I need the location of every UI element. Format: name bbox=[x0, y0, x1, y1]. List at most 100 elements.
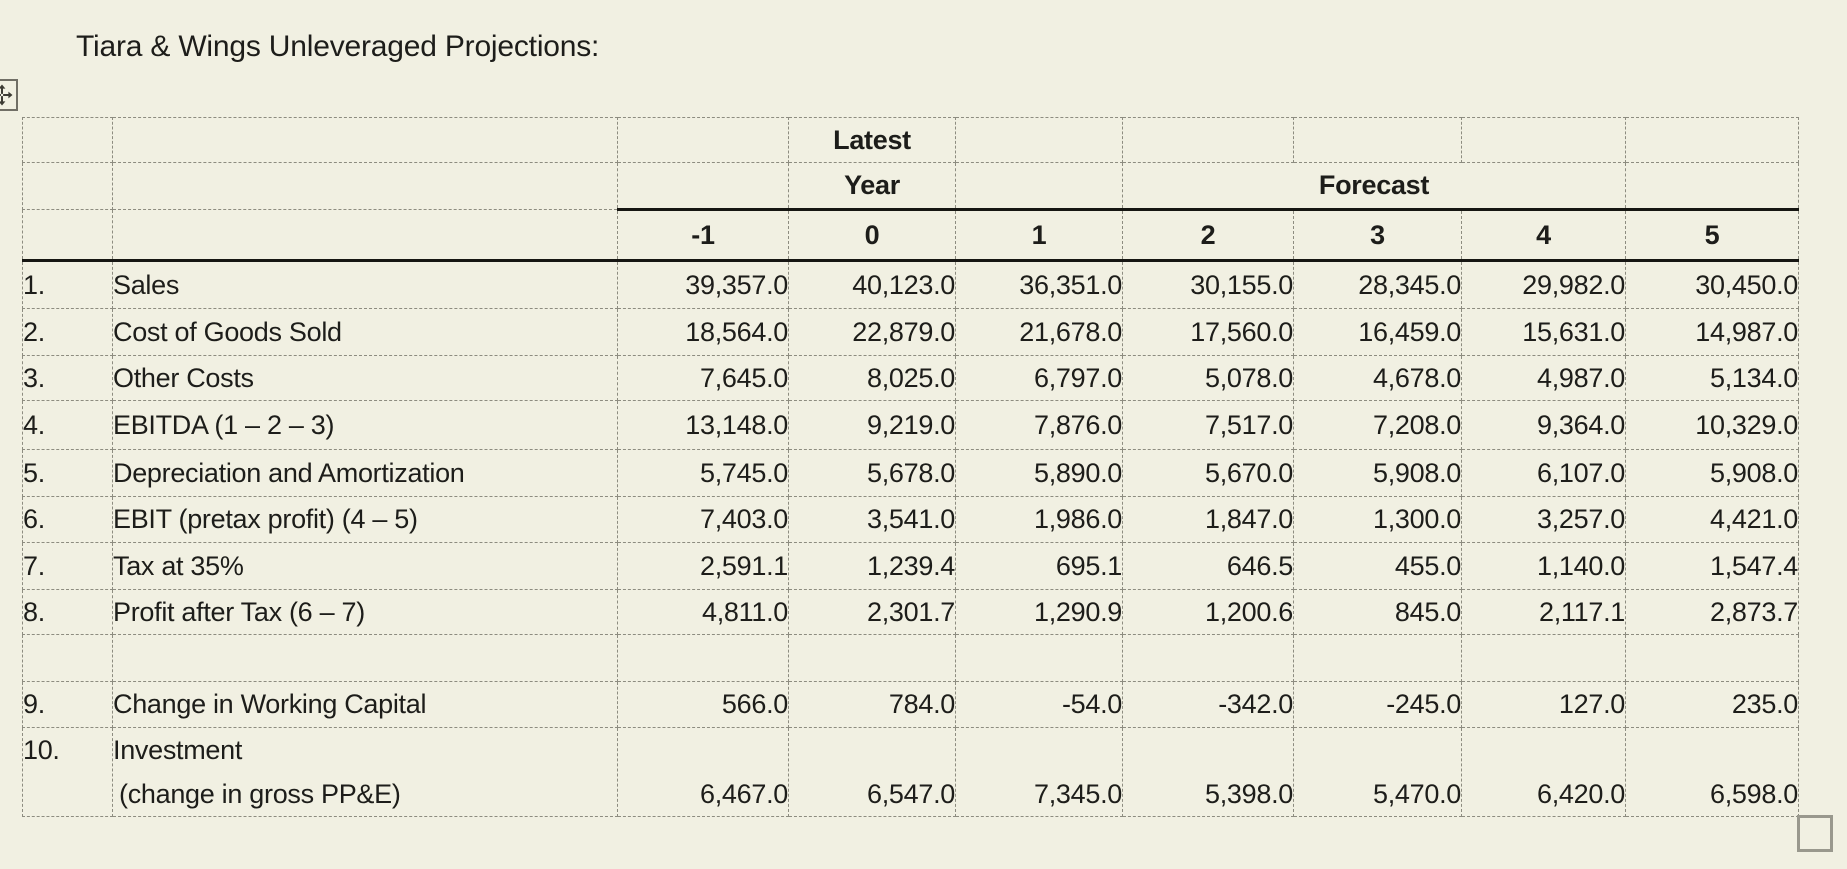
value-cell: 5,908.0 bbox=[1625, 449, 1799, 497]
value-cell: 1,300.0 bbox=[1293, 496, 1462, 543]
value-cell: 5,470.0 bbox=[1293, 727, 1462, 817]
move-icon bbox=[0, 84, 13, 106]
value-cell: 7,208.0 bbox=[1293, 400, 1462, 450]
row-number: 4. bbox=[22, 400, 113, 450]
empty-cell bbox=[617, 162, 789, 211]
value-cell: 5,078.0 bbox=[1122, 355, 1294, 401]
table-row-tax: 7. Tax at 35% 2,591.1 1,239.4 695.1 646.… bbox=[22, 542, 1799, 590]
value-cell: 5,398.0 bbox=[1122, 727, 1294, 817]
empty-cell bbox=[617, 117, 789, 163]
header-row-year-forecast: Year Forecast bbox=[22, 162, 1799, 211]
value-cell: 40,123.0 bbox=[788, 260, 956, 309]
table-row-ebitda: 4. EBITDA (1 – 2 – 3) 13,148.0 9,219.0 7… bbox=[22, 400, 1799, 450]
row-label: EBIT (pretax profit) (4 – 5) bbox=[112, 496, 618, 543]
value-cell: 7,345.0 bbox=[955, 727, 1123, 817]
value-cell: -342.0 bbox=[1122, 681, 1294, 728]
table-row-blank bbox=[22, 634, 1799, 682]
value-cell: 9,364.0 bbox=[1461, 400, 1626, 450]
header-year-3: 3 bbox=[1293, 209, 1462, 262]
value-cell: 30,155.0 bbox=[1122, 260, 1294, 309]
value-cell: 2,873.7 bbox=[1625, 589, 1799, 635]
value-cell: 5,678.0 bbox=[788, 449, 956, 497]
row-number: 5. bbox=[22, 449, 113, 497]
empty-cell bbox=[955, 117, 1123, 163]
value-cell: 6,467.0 bbox=[617, 727, 789, 817]
empty-cell bbox=[112, 162, 618, 210]
row-label: Change in Working Capital bbox=[112, 681, 618, 728]
header-row-year-numbers: -1 0 1 2 3 4 5 bbox=[22, 209, 1799, 262]
value-cell: 10,329.0 bbox=[1625, 400, 1799, 450]
value-cell: 455.0 bbox=[1293, 542, 1462, 590]
row-label-line2: (change in gross PP&E) bbox=[119, 779, 401, 809]
row-label: Investment (change in gross PP&E) bbox=[112, 727, 618, 817]
value-cell: 16,459.0 bbox=[1293, 308, 1462, 356]
value-cell: 7,645.0 bbox=[617, 355, 789, 401]
header-year-2: 2 bbox=[1122, 209, 1294, 262]
value-cell: 4,987.0 bbox=[1461, 355, 1626, 401]
header-year-1: 1 bbox=[955, 209, 1123, 262]
value-cell: 17,560.0 bbox=[1122, 308, 1294, 356]
value-cell: 1,239.4 bbox=[788, 542, 956, 590]
row-label: Tax at 35% bbox=[112, 542, 618, 590]
value-cell: 4,811.0 bbox=[617, 589, 789, 635]
row-label: Other Costs bbox=[112, 355, 618, 401]
value-cell: -54.0 bbox=[955, 681, 1123, 728]
table-resize-handle[interactable] bbox=[1797, 815, 1833, 852]
value-cell: 127.0 bbox=[1461, 681, 1626, 728]
table-row-profit-after-tax: 8. Profit after Tax (6 – 7) 4,811.0 2,30… bbox=[22, 589, 1799, 635]
value-cell: 235.0 bbox=[1625, 681, 1799, 728]
header-year: Year bbox=[788, 162, 956, 211]
row-number: 8. bbox=[22, 589, 113, 635]
table-row-working-capital: 9. Change in Working Capital 566.0 784.0… bbox=[22, 681, 1799, 728]
header-latest: Latest bbox=[788, 117, 956, 163]
row-number: 6. bbox=[22, 496, 113, 543]
value-cell: 13,148.0 bbox=[617, 400, 789, 450]
value-cell: 1,986.0 bbox=[955, 496, 1123, 543]
value-cell: 784.0 bbox=[788, 681, 956, 728]
value-cell: 4,678.0 bbox=[1293, 355, 1462, 401]
value-cell: 2,591.1 bbox=[617, 542, 789, 590]
empty-cell bbox=[1122, 117, 1294, 163]
document-title: Tiara & Wings Unleveraged Projections: bbox=[76, 30, 600, 63]
value-cell: 6,107.0 bbox=[1461, 449, 1626, 497]
row-number: 7. bbox=[22, 542, 113, 590]
value-cell: 6,598.0 bbox=[1625, 727, 1799, 817]
empty-cell bbox=[112, 117, 618, 163]
empty-cell bbox=[955, 162, 1123, 211]
value-cell: 1,200.6 bbox=[1122, 589, 1294, 635]
value-cell: 30,450.0 bbox=[1625, 260, 1799, 309]
empty-cell bbox=[788, 634, 956, 682]
empty-cell bbox=[22, 117, 113, 163]
empty-cell bbox=[1625, 117, 1799, 163]
value-cell: 3,541.0 bbox=[788, 496, 956, 543]
row-label: Profit after Tax (6 – 7) bbox=[112, 589, 618, 635]
value-cell: 646.5 bbox=[1122, 542, 1294, 590]
empty-cell bbox=[1625, 162, 1799, 211]
row-number: 10. bbox=[22, 727, 113, 817]
value-cell: 8,025.0 bbox=[788, 355, 956, 401]
empty-cell bbox=[617, 634, 789, 682]
empty-cell bbox=[1122, 634, 1294, 682]
table-move-handle[interactable] bbox=[0, 79, 18, 111]
header-year-0: 0 bbox=[788, 209, 956, 262]
value-cell: 3,257.0 bbox=[1461, 496, 1626, 543]
value-cell: 566.0 bbox=[617, 681, 789, 728]
row-number: 3. bbox=[22, 355, 113, 401]
row-label: Cost of Goods Sold bbox=[112, 308, 618, 356]
empty-cell bbox=[1625, 634, 1799, 682]
value-cell: 1,547.4 bbox=[1625, 542, 1799, 590]
value-cell: 39,357.0 bbox=[617, 260, 789, 309]
value-cell: 29,982.0 bbox=[1461, 260, 1626, 309]
empty-cell bbox=[22, 634, 113, 682]
value-cell: 18,564.0 bbox=[617, 308, 789, 356]
value-cell: 4,421.0 bbox=[1625, 496, 1799, 543]
value-cell: 2,301.7 bbox=[788, 589, 956, 635]
value-cell: 7,876.0 bbox=[955, 400, 1123, 450]
header-row-latest: Latest bbox=[22, 117, 1799, 163]
value-cell: 5,908.0 bbox=[1293, 449, 1462, 497]
value-cell: 6,797.0 bbox=[955, 355, 1123, 401]
value-cell: 5,745.0 bbox=[617, 449, 789, 497]
value-cell: 5,670.0 bbox=[1122, 449, 1294, 497]
empty-cell bbox=[22, 162, 113, 210]
value-cell: 15,631.0 bbox=[1461, 308, 1626, 356]
